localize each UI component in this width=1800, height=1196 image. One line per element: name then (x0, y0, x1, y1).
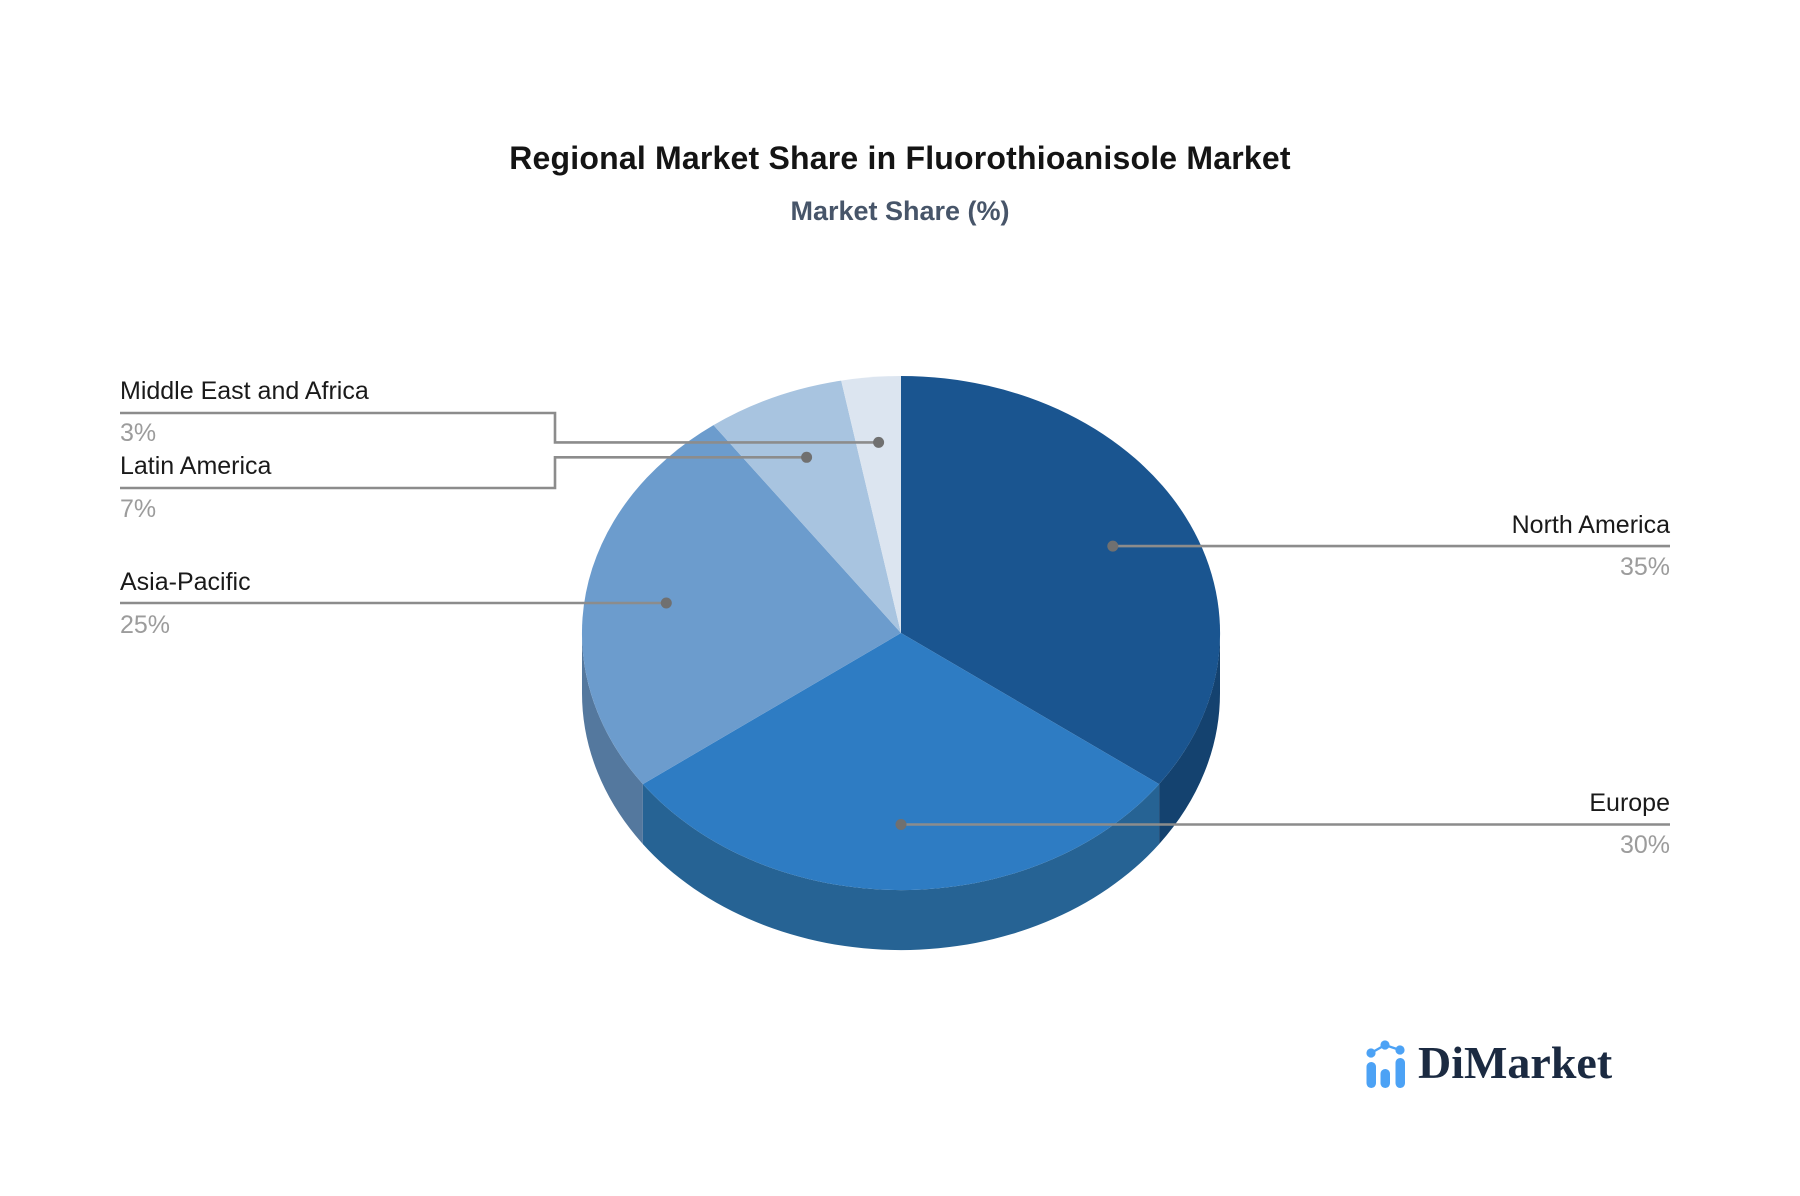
callout-label-latin-america: Latin America (120, 452, 272, 480)
pie-slice-latin-america[interactable] (713, 380, 902, 633)
callout-value-europe: 30% (1619, 831, 1670, 859)
pie-slice-side-asia-pacific (582, 633, 643, 845)
callout-dot-latin-america (801, 451, 813, 463)
callout-value-north-america: 35% (1619, 553, 1670, 581)
callout-line-middle-east-and-africa (120, 411, 879, 444)
brand-logo: DiMarket (1363, 1038, 1612, 1088)
pie-slice-asia-pacific[interactable] (581, 425, 901, 785)
callout-dot-north-america (1107, 540, 1119, 552)
chart-subtitle: Market Share (%) (790, 196, 1010, 226)
callout-value-middle-east-africa: 3% (120, 419, 157, 447)
callout-label-asia-pacific: Asia-Pacific (120, 568, 251, 596)
pie-slice-side-europe (642, 784, 1160, 951)
callout-label-middle-east-africa: Middle East and Africa (120, 377, 369, 405)
pie-slice-middle-east-and-africa[interactable] (841, 376, 901, 633)
callout-dot-asia-pacific (660, 597, 672, 609)
pie-slice-side-north-america (1159, 633, 1221, 845)
callout-value-latin-america: 7% (120, 495, 157, 523)
callout-value-asia-pacific: 25% (120, 611, 171, 639)
callout-dot-europe (895, 819, 907, 830)
callout-line-latin-america (120, 455, 807, 490)
pie-slice-north-america[interactable] (901, 376, 1221, 785)
callout-dot-middle-east-and-africa (873, 436, 885, 448)
chart-title: Regional Market Share in Fluorothioaniso… (509, 140, 1291, 176)
callout-label-north-america: North America (1511, 511, 1670, 539)
bar-line-chart-icon (1366, 1040, 1405, 1088)
brand-logo-text: DiMarket (1418, 1037, 1613, 1088)
callout-label-europe: Europe (1589, 789, 1670, 817)
